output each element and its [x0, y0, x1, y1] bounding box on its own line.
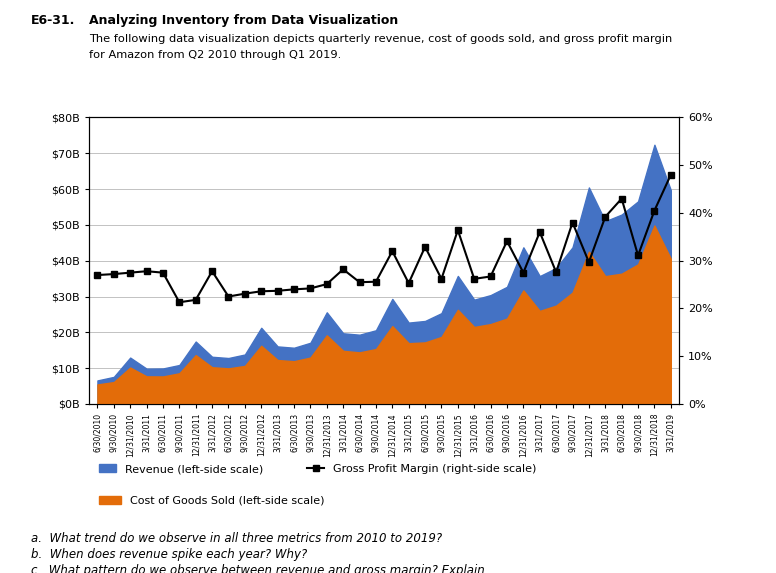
Text: for Amazon from Q2 2010 through Q1 2019.: for Amazon from Q2 2010 through Q1 2019.: [89, 50, 341, 60]
Text: b.  When does revenue spike each year? Why?: b. When does revenue spike each year? Wh…: [31, 548, 307, 561]
Text: E6-31.: E6-31.: [31, 14, 75, 28]
Legend: Revenue (left-side scale), Gross Profit Margin (right-side scale): Revenue (left-side scale), Gross Profit …: [95, 460, 541, 478]
Text: c.  What pattern do we observe between revenue and gross margin? Explain.: c. What pattern do we observe between re…: [31, 564, 489, 573]
Text: Analyzing Inventory from Data Visualization: Analyzing Inventory from Data Visualizat…: [89, 14, 399, 28]
Legend: Cost of Goods Sold (left-side scale): Cost of Goods Sold (left-side scale): [95, 491, 329, 510]
Text: The following data visualization depicts quarterly revenue, cost of goods sold, : The following data visualization depicts…: [89, 34, 673, 44]
Text: a.  What trend do we observe in all three metrics from 2010 to 2019?: a. What trend do we observe in all three…: [31, 532, 442, 545]
